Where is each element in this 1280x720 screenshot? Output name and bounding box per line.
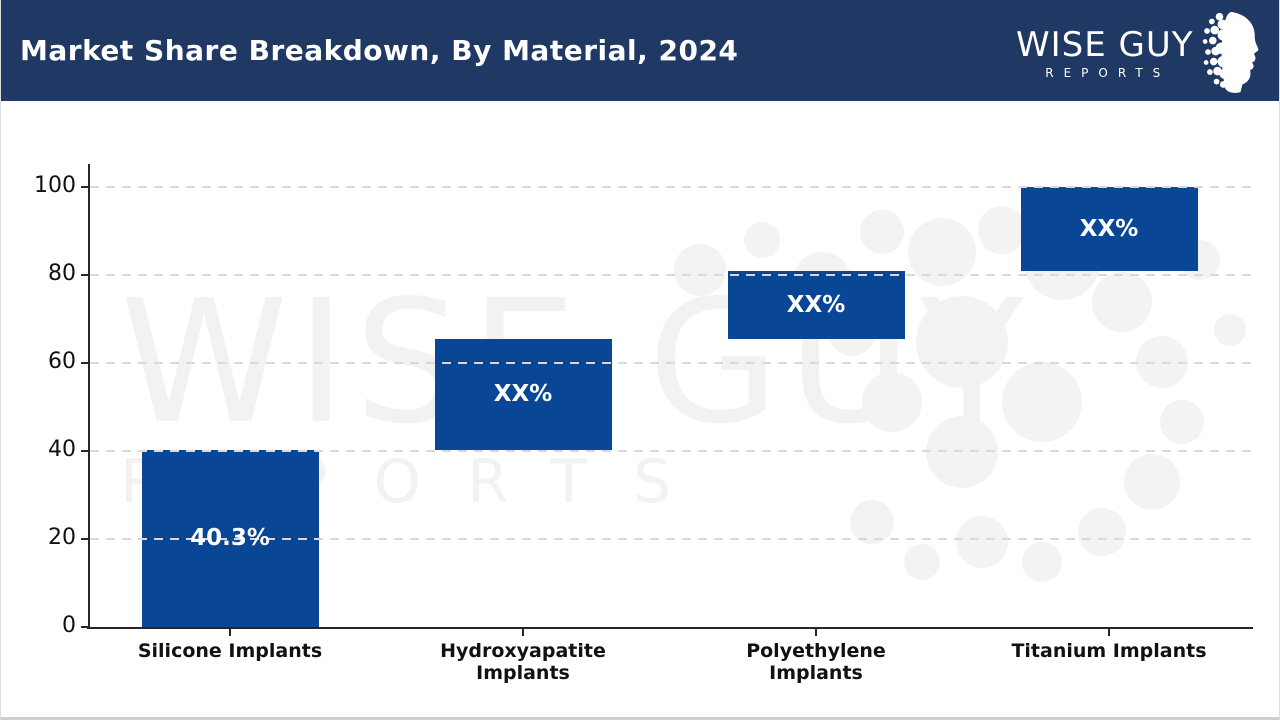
page-title: Market Share Breakdown, By Material, 202… xyxy=(20,34,739,67)
gridline xyxy=(90,274,1253,276)
watermark-dot xyxy=(862,372,922,432)
watermark-dot xyxy=(1214,314,1246,346)
watermark-dot xyxy=(674,244,726,296)
x-category-label: Polyethylene Implants xyxy=(666,640,966,684)
gridline xyxy=(90,450,1253,452)
y-tick-mark xyxy=(81,450,89,452)
watermark-dot xyxy=(1002,362,1082,442)
watermark-dot xyxy=(916,296,1008,388)
gridline xyxy=(90,362,1253,364)
watermark-dot xyxy=(860,210,904,254)
watermark-dot xyxy=(956,516,1008,568)
wiseguy-head-logo-icon xyxy=(1202,11,1259,93)
bar-segment xyxy=(1020,187,1198,272)
y-tick-mark xyxy=(81,538,89,540)
y-tick-mark xyxy=(81,626,89,628)
watermark-dot xyxy=(926,416,998,488)
watermark-dot xyxy=(978,206,1026,254)
x-category-label-line: Hydroxyapatite xyxy=(440,640,606,662)
x-category-label: Silicone Implants xyxy=(80,640,380,662)
gridline xyxy=(90,538,1253,540)
x-tick-mark xyxy=(1108,629,1110,636)
y-tick-label: 0 xyxy=(62,613,76,638)
y-tick-label: 40 xyxy=(48,437,76,462)
y-tick-mark xyxy=(81,362,89,364)
x-tick-mark xyxy=(522,629,524,636)
x-category-label: Titanium Implants xyxy=(959,640,1259,662)
header-bar: Market Share Breakdown, By Material, 202… xyxy=(0,0,1280,101)
y-tick-mark xyxy=(81,186,89,188)
y-tick-label: 100 xyxy=(34,173,76,198)
watermark-dot xyxy=(744,222,780,258)
watermark-dot xyxy=(1160,400,1204,444)
bar-segment xyxy=(727,271,905,340)
wiseguy-logo-text: WISE GUY REPORTS xyxy=(1016,25,1194,80)
y-axis-line xyxy=(88,164,90,629)
y-tick-label: 60 xyxy=(48,349,76,374)
x-category-label-line: Silicone Implants xyxy=(137,640,323,662)
bar-segment xyxy=(434,339,612,450)
watermark-dot xyxy=(1092,272,1152,332)
wiseguy-reports-label: REPORTS xyxy=(1045,65,1171,80)
x-axis-line xyxy=(87,627,1253,629)
y-tick-mark xyxy=(81,274,89,276)
x-category-label-line: Titanium Implants xyxy=(1011,640,1207,662)
wiseguy-logo: WISE GUY REPORTS xyxy=(1016,10,1266,94)
x-category-label: Hydroxyapatite Implants xyxy=(373,640,673,684)
y-tick-label: 80 xyxy=(48,261,76,286)
watermark-dot xyxy=(1078,508,1126,556)
watermark-dot xyxy=(1022,542,1062,582)
y-tick-label: 20 xyxy=(48,525,76,550)
x-category-label-line: Implants xyxy=(476,662,570,684)
x-tick-mark xyxy=(815,629,817,636)
x-category-label-line: Implants xyxy=(769,662,863,684)
x-tick-mark xyxy=(229,629,231,636)
watermark-dot xyxy=(1124,454,1180,510)
gridline xyxy=(90,186,1253,188)
wiseguy-wordmark: WISE GUY xyxy=(1016,24,1194,65)
x-category-label-line: Polyethylene xyxy=(746,640,886,662)
watermark-dot xyxy=(904,544,940,580)
